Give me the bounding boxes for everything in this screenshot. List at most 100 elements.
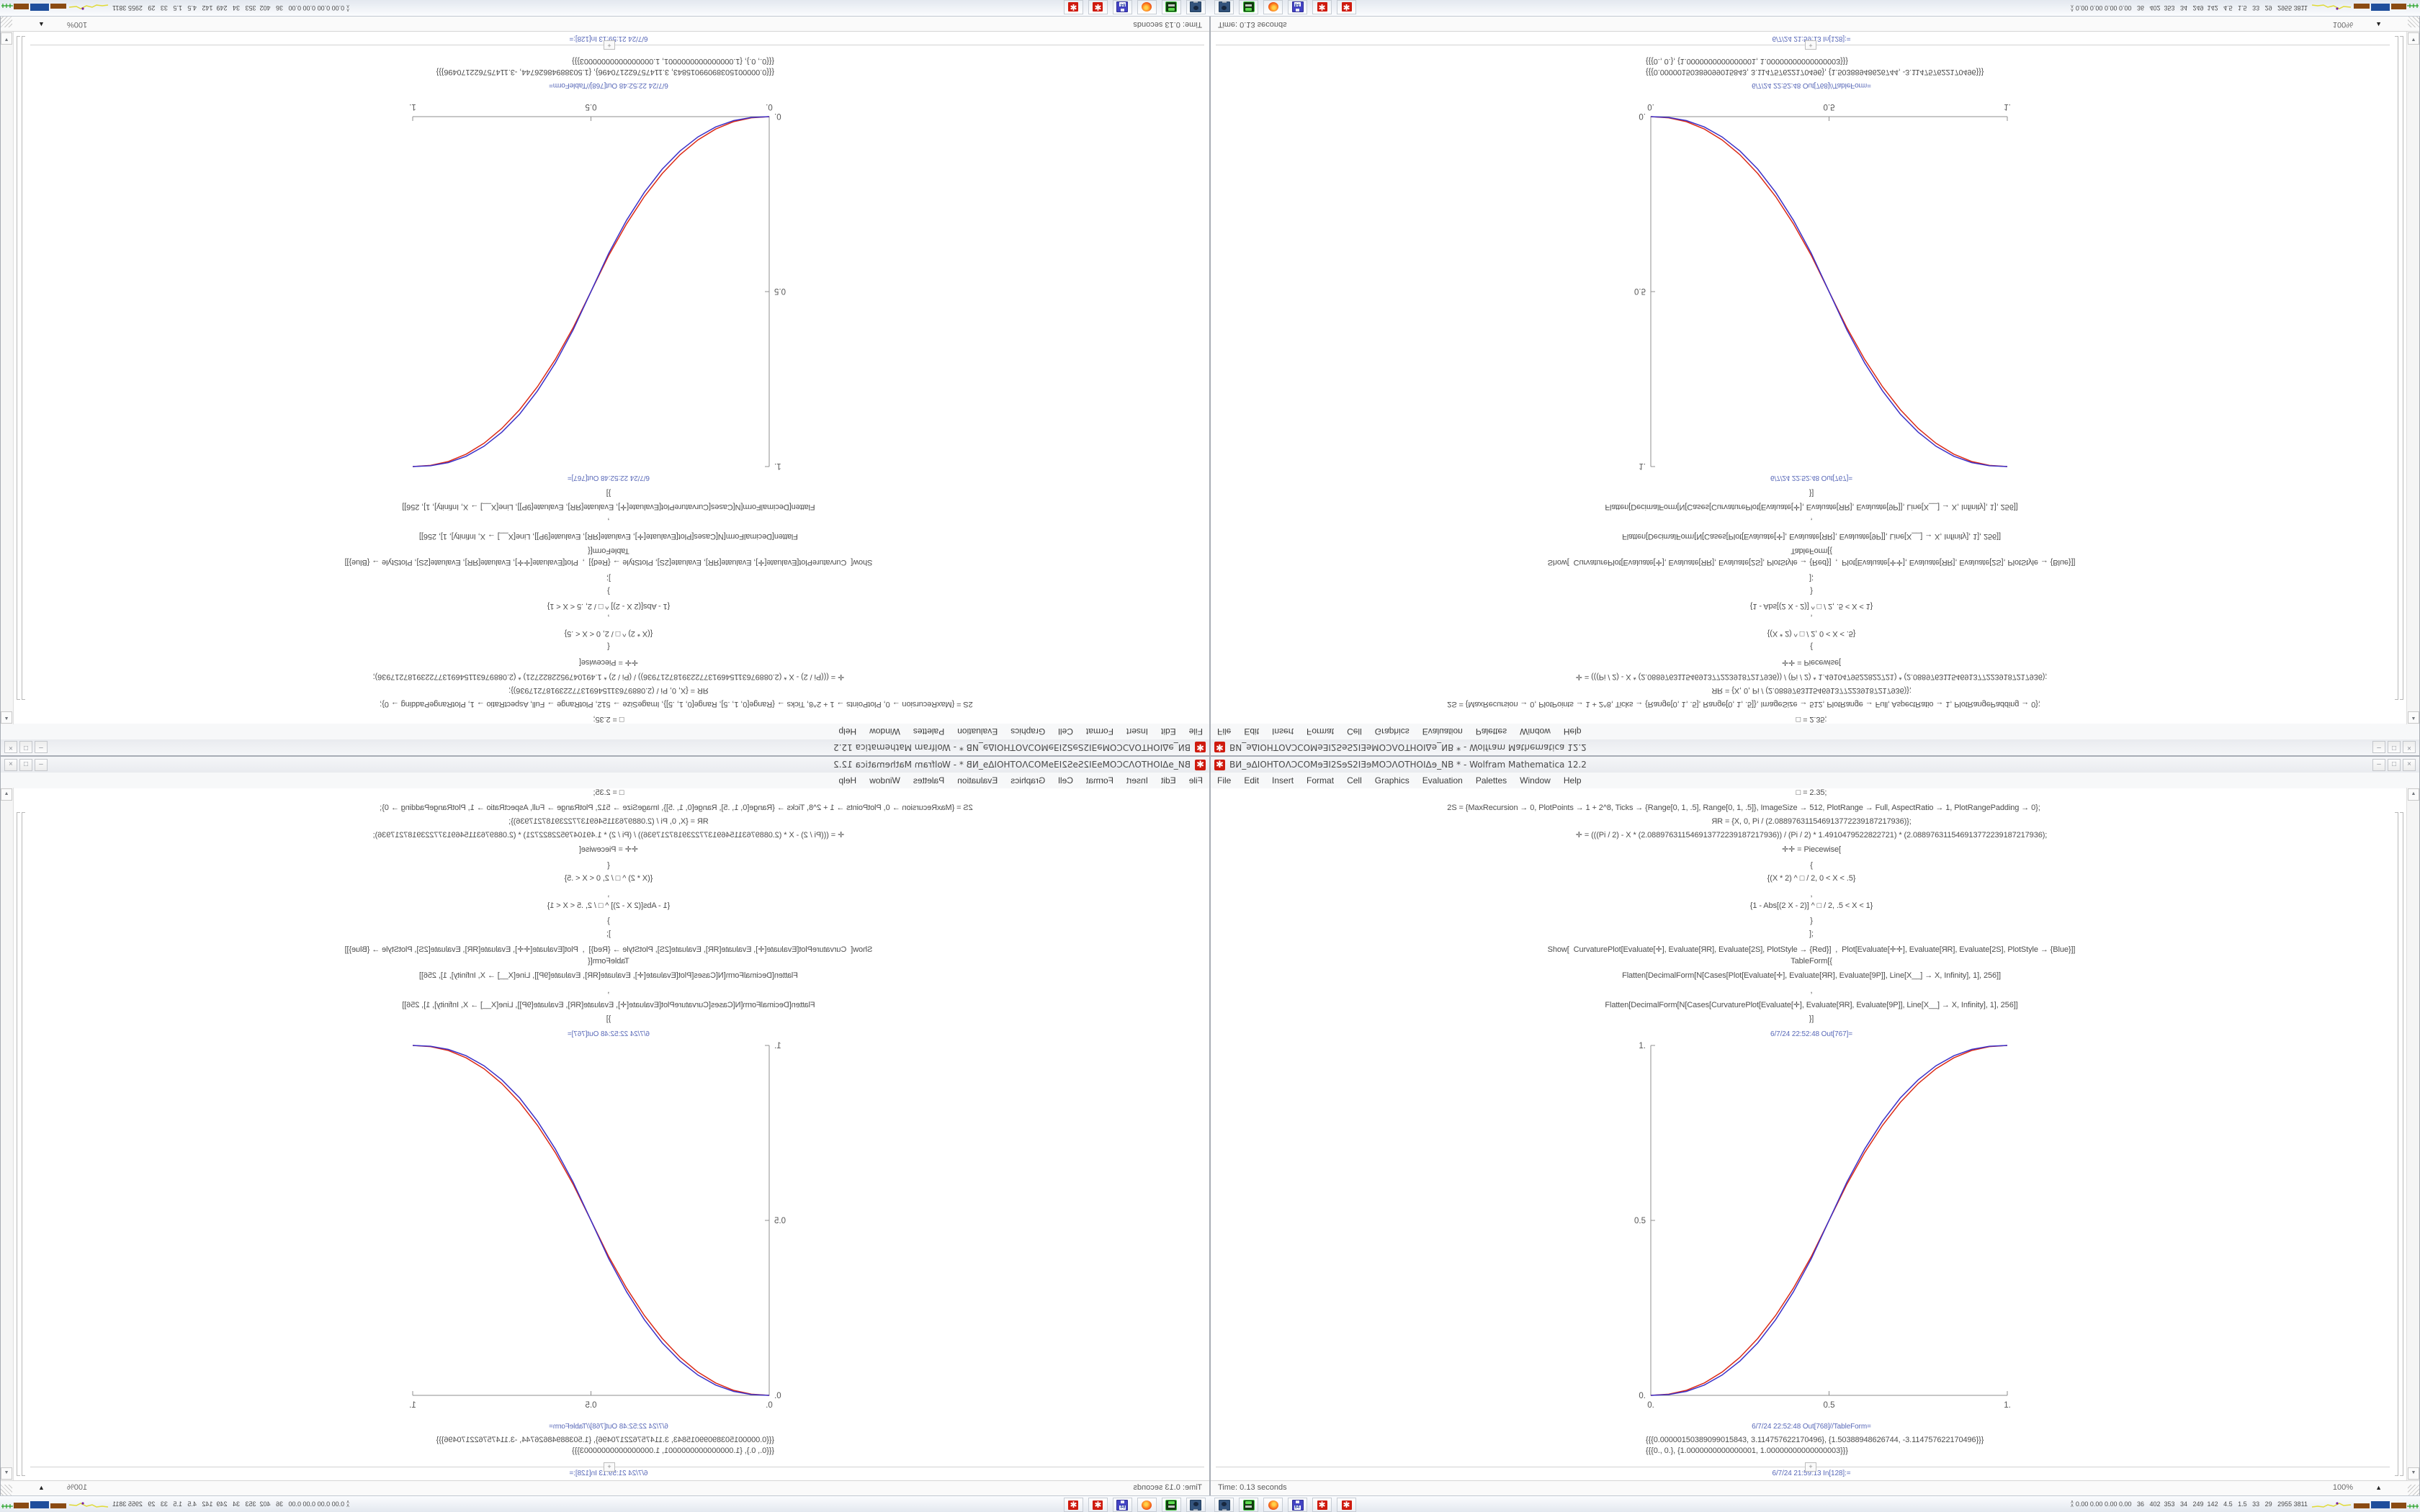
menu-cell[interactable]: Cell xyxy=(1058,775,1073,786)
scroll-down-icon[interactable]: ▼ xyxy=(1,1467,12,1480)
cartridge-app-taskbar-button[interactable] xyxy=(1162,1498,1181,1512)
menu-edit[interactable]: Edit xyxy=(1160,726,1176,737)
floppy-64-app-taskbar-button[interactable]: 64 xyxy=(1288,1498,1307,1512)
menu-evaluation[interactable]: Evaluation xyxy=(1422,775,1463,786)
floppy-64-app-taskbar-button[interactable]: 64 xyxy=(1288,0,1307,14)
resize-grip[interactable] xyxy=(2408,1485,2419,1496)
menu-window[interactable]: Window xyxy=(1520,726,1551,737)
menu-graphics[interactable]: Graphics xyxy=(1374,775,1410,786)
resize-grip[interactable] xyxy=(1,1485,12,1496)
tray-chevron-icon[interactable]: ∧ ∧ xyxy=(2070,4,2074,12)
menu-format[interactable]: Format xyxy=(1085,726,1113,737)
menu-window[interactable]: Window xyxy=(1520,775,1551,786)
cartridge-app-taskbar-button[interactable] xyxy=(1162,0,1181,14)
menu-file[interactable]: File xyxy=(1217,726,1232,737)
menu-evaluation[interactable]: Evaluation xyxy=(1422,726,1463,737)
scroll-down-icon[interactable]: ▼ xyxy=(2408,1467,2419,1480)
tray-chevron-icon[interactable]: ∧ ∧ xyxy=(2070,1500,2074,1508)
minimize-icon[interactable]: – xyxy=(35,759,48,771)
menu-evaluation[interactable]: Evaluation xyxy=(957,726,998,737)
insert-cell-plus-button[interactable]: + xyxy=(604,1462,615,1472)
minimize-icon[interactable]: – xyxy=(2372,759,2385,771)
vertical-scrollbar[interactable]: ▲ ▼ xyxy=(2406,32,2419,724)
menu-help[interactable]: Help xyxy=(1563,726,1582,737)
minimize-icon[interactable]: – xyxy=(35,741,48,753)
title-bar[interactable]: ✱ ВИ_ɘΔIOHTOΛƆCOMɘƎI2SɘS2IƎɘMOƆΛOTHOIΔɘ_… xyxy=(1211,757,2419,773)
mathematica-app-taskbar-button[interactable]: ✱ xyxy=(1312,1498,1332,1512)
menu-cell[interactable]: Cell xyxy=(1347,775,1362,786)
menu-insert[interactable]: Insert xyxy=(1272,726,1294,737)
scroll-down-icon[interactable]: ▼ xyxy=(2408,32,2419,45)
maximize-icon[interactable]: □ xyxy=(2388,741,2401,753)
tray-chevron-icon[interactable]: ∧ ∧ xyxy=(346,4,350,12)
menu-insert[interactable]: Insert xyxy=(1126,726,1148,737)
menu-file[interactable]: File xyxy=(1188,775,1203,786)
notebook-content[interactable]: □ = 2.35; 2S = {MaxRecursion → 0, PlotPoi… xyxy=(1211,31,2419,724)
title-bar[interactable]: ✱ ВИ_ɘΔIOHTOΛƆCOMɘƎI2SɘS2IƎɘMOƆΛOTHOIΔɘ_… xyxy=(1211,739,2419,755)
display-app-taskbar-button[interactable] xyxy=(1186,0,1206,14)
menu-edit[interactable]: Edit xyxy=(1244,726,1260,737)
display-app-taskbar-button[interactable] xyxy=(1214,0,1234,14)
title-bar[interactable]: ✱ ВИ_ɘΔIOHTOΛƆCOMɘƎI2SɘS2IƎɘMOƆΛOTHOIΔɘ_… xyxy=(1,739,1209,755)
title-bar[interactable]: ✱ ВИ_ɘΔIOHTOΛƆCOMɘƎI2SɘS2IƎɘMOƆΛOTHOIΔɘ_… xyxy=(1,757,1209,773)
insert-cell-plus-button[interactable]: + xyxy=(1805,40,1816,50)
magnification-dropdown-icon[interactable]: ▲ xyxy=(38,1484,45,1491)
menu-insert[interactable]: Insert xyxy=(1126,775,1148,786)
mathematica-app-2-taskbar-button[interactable]: ✱ xyxy=(1337,1498,1356,1512)
mathematica-app-taskbar-button[interactable]: ✱ xyxy=(1312,0,1332,14)
mathematica-app-taskbar-button[interactable]: ✱ xyxy=(1088,1498,1108,1512)
menu-file[interactable]: File xyxy=(1217,775,1232,786)
magnification-dropdown-icon[interactable]: ▲ xyxy=(38,21,45,28)
firefox-app-taskbar-button[interactable] xyxy=(1263,0,1283,14)
scroll-up-icon[interactable]: ▲ xyxy=(2408,788,2419,801)
mathematica-app-2-taskbar-button[interactable]: ✱ xyxy=(1064,0,1083,14)
magnification-value[interactable]: 100% xyxy=(2332,20,2353,29)
display-app-taskbar-button[interactable] xyxy=(1214,1498,1234,1512)
close-icon[interactable]: × xyxy=(4,741,17,753)
menu-edit[interactable]: Edit xyxy=(1244,775,1260,786)
magnification-value[interactable]: 100% xyxy=(67,1483,88,1492)
mathematica-app-taskbar-button[interactable]: ✱ xyxy=(1088,0,1108,14)
menu-format[interactable]: Format xyxy=(1085,775,1113,786)
menu-help[interactable]: Help xyxy=(838,775,857,786)
magnification-value[interactable]: 100% xyxy=(2332,1483,2353,1492)
menu-palettes[interactable]: Palettes xyxy=(1475,726,1507,737)
notebook-content[interactable]: □ = 2.35; 2S = {MaxRecursion → 0, PlotPoi… xyxy=(1,788,1209,1481)
scroll-down-icon[interactable]: ▼ xyxy=(1,32,12,45)
menu-file[interactable]: File xyxy=(1188,726,1203,737)
vertical-scrollbar[interactable]: ▲ ▼ xyxy=(1,788,14,1480)
menu-window[interactable]: Window xyxy=(869,775,900,786)
resize-grip[interactable] xyxy=(1,16,12,27)
close-icon[interactable]: × xyxy=(2403,759,2416,771)
menu-palettes[interactable]: Palettes xyxy=(913,775,945,786)
cartridge-app-taskbar-button[interactable] xyxy=(1239,0,1258,14)
menu-palettes[interactable]: Palettes xyxy=(1475,775,1507,786)
magnification-dropdown-icon[interactable]: ▲ xyxy=(2375,21,2382,28)
notebook-content[interactable]: □ = 2.35; 2S = {MaxRecursion → 0, PlotPoi… xyxy=(1211,788,2419,1481)
cell-bracket[interactable] xyxy=(22,812,25,1476)
close-icon[interactable]: × xyxy=(2403,741,2416,753)
firefox-app-taskbar-button[interactable] xyxy=(1137,1498,1157,1512)
notebook-content[interactable]: □ = 2.35; 2S = {MaxRecursion → 0, PlotPoi… xyxy=(1,31,1209,724)
mathematica-app-2-taskbar-button[interactable]: ✱ xyxy=(1064,1498,1083,1512)
vertical-scrollbar[interactable]: ▲ ▼ xyxy=(2406,788,2419,1480)
menu-palettes[interactable]: Palettes xyxy=(913,726,945,737)
insert-cell-plus-button[interactable]: + xyxy=(1805,1462,1816,1472)
menu-edit[interactable]: Edit xyxy=(1160,775,1176,786)
menu-window[interactable]: Window xyxy=(869,726,900,737)
insert-cell-plus-button[interactable]: + xyxy=(604,40,615,50)
cell-bracket[interactable] xyxy=(2395,36,2398,700)
menu-cell[interactable]: Cell xyxy=(1347,726,1362,737)
menu-insert[interactable]: Insert xyxy=(1272,775,1294,786)
menu-graphics[interactable]: Graphics xyxy=(1374,726,1410,737)
menu-format[interactable]: Format xyxy=(1307,726,1335,737)
cell-bracket[interactable] xyxy=(2400,812,2403,1476)
maximize-icon[interactable]: □ xyxy=(19,759,32,771)
cell-bracket[interactable] xyxy=(17,812,20,1476)
floppy-64-app-taskbar-button[interactable]: 64 xyxy=(1113,0,1132,14)
cell-bracket[interactable] xyxy=(2395,812,2398,1476)
resize-grip[interactable] xyxy=(2408,16,2419,27)
scroll-up-icon[interactable]: ▲ xyxy=(1,711,12,724)
magnification-dropdown-icon[interactable]: ▲ xyxy=(2375,1484,2382,1491)
floppy-64-app-taskbar-button[interactable]: 64 xyxy=(1113,1498,1132,1512)
